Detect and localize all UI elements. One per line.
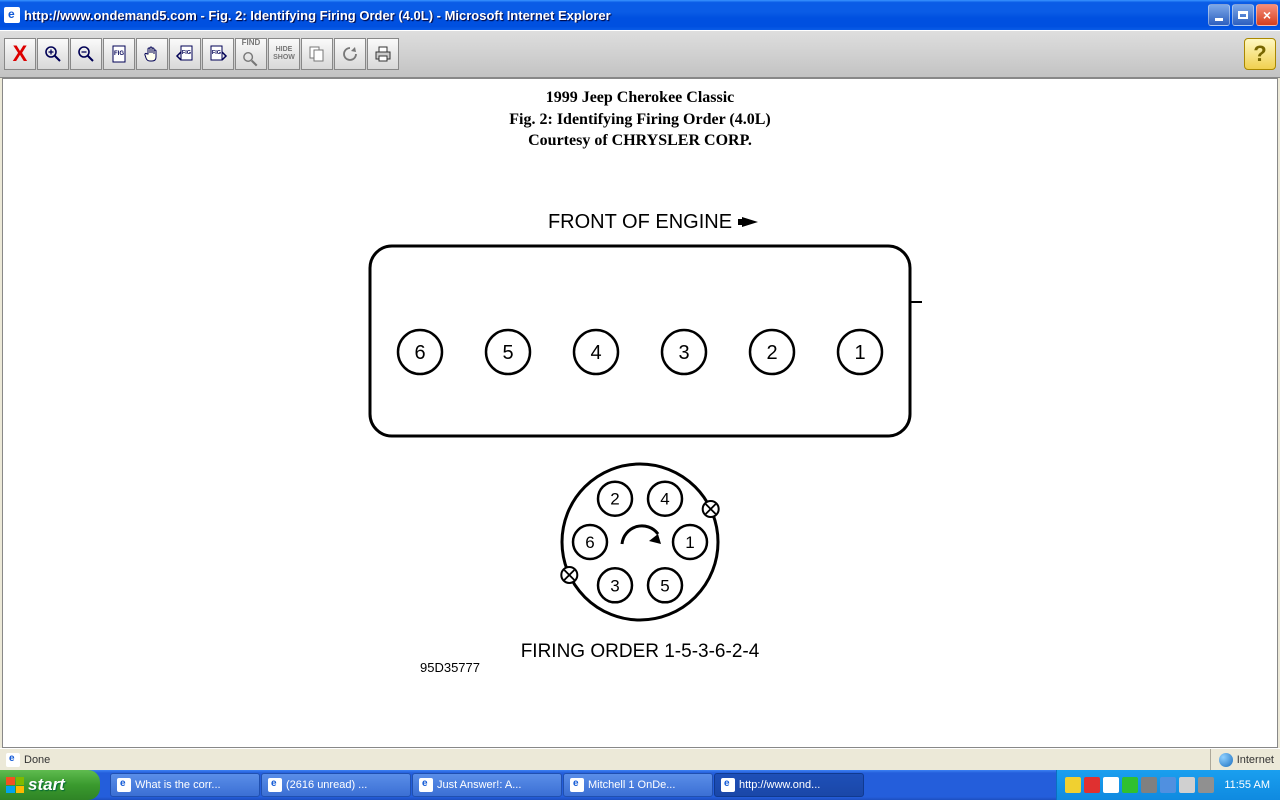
taskbar-item-label: Mitchell 1 OnDe... bbox=[588, 779, 675, 791]
security-zone: Internet bbox=[1210, 749, 1274, 770]
app-toolbar: X FIG FIG FIG FIND HIDE SHOW ? bbox=[0, 30, 1280, 78]
tray-icon[interactable] bbox=[1160, 777, 1176, 793]
ie-icon bbox=[570, 778, 584, 792]
taskbar-item[interactable]: (2616 unread) ... bbox=[261, 773, 411, 797]
svg-text:6: 6 bbox=[585, 533, 594, 552]
taskbar-item[interactable]: Mitchell 1 OnDe... bbox=[563, 773, 713, 797]
ie-icon bbox=[721, 778, 735, 792]
taskbar-item-label: http://www.ond... bbox=[739, 779, 820, 791]
copy-button[interactable] bbox=[301, 38, 333, 70]
tray-icon[interactable] bbox=[1103, 777, 1119, 793]
prev-fig-button[interactable]: FIG bbox=[169, 38, 201, 70]
hide-show-button[interactable]: HIDE SHOW bbox=[268, 38, 300, 70]
tray-icon[interactable] bbox=[1065, 777, 1081, 793]
windows-logo-icon bbox=[6, 777, 24, 793]
taskbar-item-label: Just Answer!: A... bbox=[437, 779, 521, 791]
tray-icon[interactable] bbox=[1198, 777, 1214, 793]
ie-icon bbox=[419, 778, 433, 792]
svg-text:3: 3 bbox=[610, 576, 619, 595]
window-titlebar: http://www.ondemand5.com - Fig. 2: Ident… bbox=[0, 0, 1280, 30]
find-label: FIND bbox=[242, 38, 261, 47]
svg-text:1: 1 bbox=[854, 342, 865, 364]
taskbar-item[interactable]: http://www.ond... bbox=[714, 773, 864, 797]
svg-text:FIG: FIG bbox=[212, 50, 221, 56]
help-label: ? bbox=[1253, 41, 1266, 67]
clock: 11:55 AM bbox=[1224, 779, 1270, 791]
ie-icon bbox=[4, 7, 20, 23]
heading-line-1: 1999 Jeep Cherokee Classic bbox=[509, 87, 770, 109]
refresh-button[interactable] bbox=[334, 38, 366, 70]
zoom-in-button[interactable] bbox=[37, 38, 69, 70]
hand-tool-button[interactable] bbox=[136, 38, 168, 70]
taskbar-item[interactable]: Just Answer!: A... bbox=[412, 773, 562, 797]
status-text: Done bbox=[24, 754, 50, 766]
print-button[interactable] bbox=[367, 38, 399, 70]
content-area: 1999 Jeep Cherokee Classic Fig. 2: Ident… bbox=[2, 78, 1278, 748]
start-label: start bbox=[28, 775, 65, 795]
heading-line-3: Courtesy of CHRYSLER CORP. bbox=[509, 130, 770, 152]
system-tray: 11:55 AM bbox=[1056, 770, 1280, 800]
svg-text:95D35777: 95D35777 bbox=[420, 660, 480, 675]
svg-text:5: 5 bbox=[660, 576, 669, 595]
start-button[interactable]: start bbox=[0, 770, 100, 800]
fig-doc-button[interactable]: FIG bbox=[103, 38, 135, 70]
taskbar: start What is the corr... (2616 unread) .… bbox=[0, 770, 1280, 800]
window-minimize-button[interactable] bbox=[1208, 4, 1230, 26]
status-bar: Done Internet bbox=[0, 748, 1280, 770]
document-heading: 1999 Jeep Cherokee Classic Fig. 2: Ident… bbox=[509, 87, 770, 152]
ie-icon bbox=[117, 778, 131, 792]
tray-icon[interactable] bbox=[1084, 777, 1100, 793]
close-button[interactable]: X bbox=[4, 38, 36, 70]
taskbar-items: What is the corr... (2616 unread) ... Just… bbox=[100, 770, 1056, 800]
window-title: http://www.ondemand5.com - Fig. 2: Ident… bbox=[24, 8, 1208, 23]
globe-icon bbox=[1219, 753, 1233, 767]
svg-text:FRONT OF ENGINE: FRONT OF ENGINE bbox=[548, 211, 732, 233]
svg-text:2: 2 bbox=[766, 342, 777, 364]
ie-icon bbox=[6, 753, 20, 767]
zoom-out-button[interactable] bbox=[70, 38, 102, 70]
svg-text:6: 6 bbox=[414, 342, 425, 364]
svg-text:FIG: FIG bbox=[114, 51, 124, 57]
tray-icon[interactable] bbox=[1179, 777, 1195, 793]
taskbar-item[interactable]: What is the corr... bbox=[110, 773, 260, 797]
svg-text:FIG: FIG bbox=[182, 50, 191, 56]
window-maximize-button[interactable] bbox=[1232, 4, 1254, 26]
zone-label: Internet bbox=[1237, 754, 1274, 766]
svg-text:5: 5 bbox=[502, 342, 513, 364]
diagram-svg: FRONT OF ENGINE 6 5 4 3 2 1 6 2 4 1 5 3 FIRING ORDER … bbox=[290, 202, 990, 692]
heading-line-2: Fig. 2: Identifying Firing Order (4.0L) bbox=[509, 109, 770, 131]
ie-icon bbox=[268, 778, 282, 792]
svg-text:2: 2 bbox=[610, 489, 619, 508]
tray-icon[interactable] bbox=[1122, 777, 1138, 793]
help-button[interactable]: ? bbox=[1244, 38, 1276, 70]
svg-text:1: 1 bbox=[685, 533, 694, 552]
taskbar-item-label: (2616 unread) ... bbox=[286, 779, 367, 791]
firing-order-diagram: FRONT OF ENGINE 6 5 4 3 2 1 6 2 4 1 5 3 FIRING ORDER … bbox=[290, 202, 990, 695]
svg-text:FIRING ORDER 1-5-3-6-2-4: FIRING ORDER 1-5-3-6-2-4 bbox=[521, 641, 760, 662]
window-close-button[interactable]: × bbox=[1256, 4, 1278, 26]
taskbar-item-label: What is the corr... bbox=[135, 779, 221, 791]
svg-text:4: 4 bbox=[660, 489, 669, 508]
next-fig-button[interactable]: FIG bbox=[202, 38, 234, 70]
tray-icon[interactable] bbox=[1141, 777, 1157, 793]
find-button[interactable]: FIND bbox=[235, 38, 267, 70]
svg-text:4: 4 bbox=[590, 342, 601, 364]
svg-text:3: 3 bbox=[678, 342, 689, 364]
